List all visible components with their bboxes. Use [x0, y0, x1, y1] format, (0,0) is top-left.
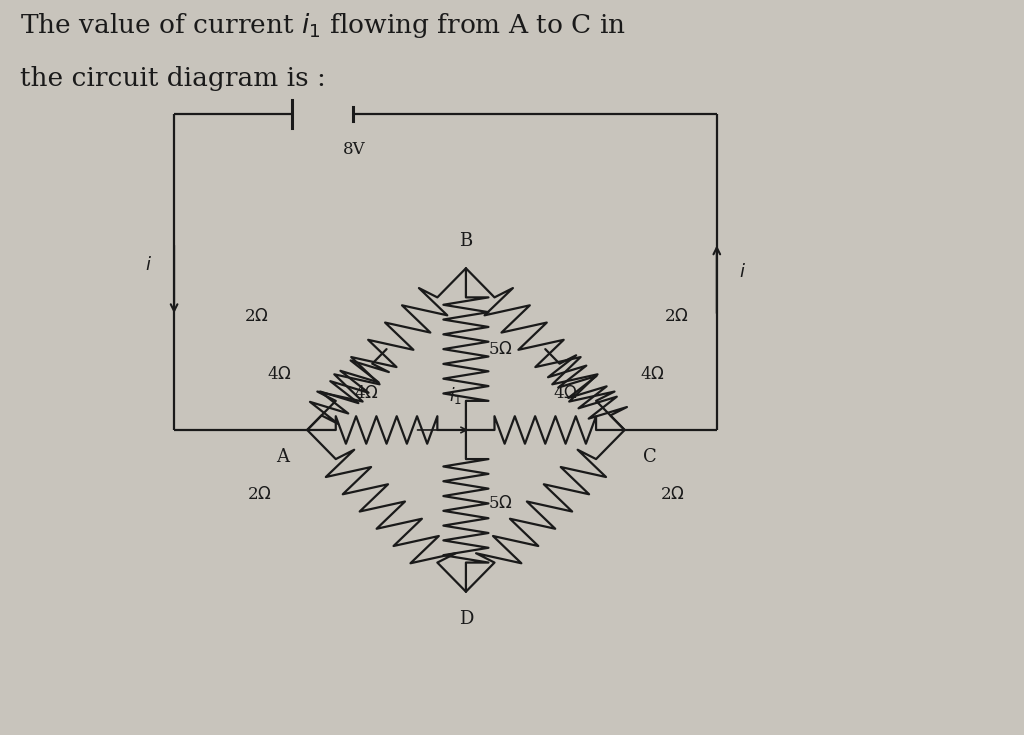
Text: 5$\Omega$: 5$\Omega$: [488, 340, 513, 358]
Text: 2$\Omega$: 2$\Omega$: [247, 486, 271, 503]
Text: 2$\Omega$: 2$\Omega$: [660, 486, 685, 503]
Text: C: C: [643, 448, 656, 466]
Text: 4$\Omega$: 4$\Omega$: [353, 385, 379, 402]
Text: the circuit diagram is :: the circuit diagram is :: [20, 66, 327, 91]
Text: 2$\Omega$: 2$\Omega$: [664, 308, 688, 326]
Text: 4$\Omega$: 4$\Omega$: [640, 365, 665, 383]
Text: $i$: $i$: [144, 256, 152, 273]
Text: A: A: [275, 448, 289, 466]
Text: 4$\Omega$: 4$\Omega$: [267, 365, 292, 383]
Text: D: D: [459, 610, 473, 628]
Text: 8V: 8V: [343, 141, 366, 158]
Text: 2$\Omega$: 2$\Omega$: [244, 308, 268, 326]
Text: B: B: [460, 232, 472, 250]
Text: $i_1$: $i_1$: [450, 385, 462, 406]
Text: The value of current $i_1$ flowing from A to C in: The value of current $i_1$ flowing from …: [20, 11, 627, 40]
Text: 4$\Omega$: 4$\Omega$: [553, 385, 579, 402]
Text: $i$: $i$: [739, 263, 746, 281]
Text: 5$\Omega$: 5$\Omega$: [488, 495, 513, 512]
